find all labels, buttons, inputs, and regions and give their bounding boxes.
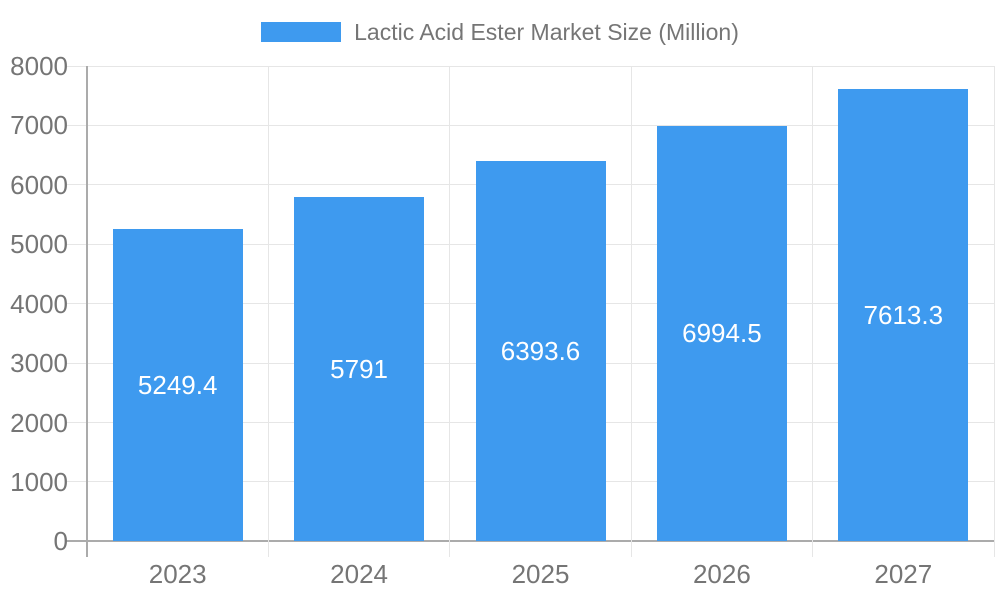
- y-tick-label-2000: 2000: [10, 407, 68, 438]
- bar-2026[interactable]: 6994.5: [656, 125, 787, 542]
- gridline-x-1: [267, 66, 269, 558]
- x-tick-label-2027: 2027: [874, 559, 933, 589]
- gridline-x-4: [812, 66, 814, 558]
- x-axis-baseline: [65, 540, 994, 543]
- gridline-y-7000: [65, 124, 994, 126]
- bar-value-label-2025: 6393.6: [500, 335, 581, 366]
- legend: Lactic Acid Ester Market Size (Million): [0, 14, 1000, 50]
- y-tick-label-3000: 3000: [10, 348, 68, 379]
- bar-2027[interactable]: 7613.3: [838, 88, 969, 542]
- bar-value-label-2023: 5249.4: [137, 369, 218, 400]
- y-tick-label-8000: 8000: [10, 51, 68, 81]
- gridline-x-5: [993, 66, 995, 558]
- y-tick-label-6000: 6000: [10, 169, 68, 200]
- y-tick-label-0: 0: [53, 526, 68, 557]
- gridline-y-8000: [65, 65, 994, 67]
- y-tick-label-7000: 7000: [10, 110, 68, 141]
- x-tick-label-2025: 2025: [511, 559, 570, 589]
- gridline-x-2: [449, 66, 451, 558]
- bar-2024[interactable]: 5791: [294, 197, 425, 542]
- legend-swatch: [261, 22, 342, 42]
- bar-2023[interactable]: 5249.4: [112, 229, 243, 542]
- bar-value-label-2024: 5791: [330, 353, 389, 384]
- y-axis-line: [86, 66, 88, 558]
- y-tick-label-5000: 5000: [10, 229, 68, 260]
- x-tick-label-2023: 2023: [148, 559, 207, 589]
- y-tick-label-1000: 1000: [10, 466, 68, 497]
- bar-2025[interactable]: 6393.6: [475, 161, 606, 542]
- bar-value-label-2026: 6994.5: [682, 318, 762, 349]
- x-tick-label-2024: 2024: [330, 559, 388, 589]
- x-tick-label-2026: 2026: [692, 559, 751, 589]
- bar-value-label-2027: 7613.3: [863, 299, 944, 330]
- legend-label: Lactic Acid Ester Market Size (Million): [354, 18, 739, 45]
- gridline-x-3: [630, 66, 632, 558]
- y-tick-label-4000: 4000: [10, 288, 68, 319]
